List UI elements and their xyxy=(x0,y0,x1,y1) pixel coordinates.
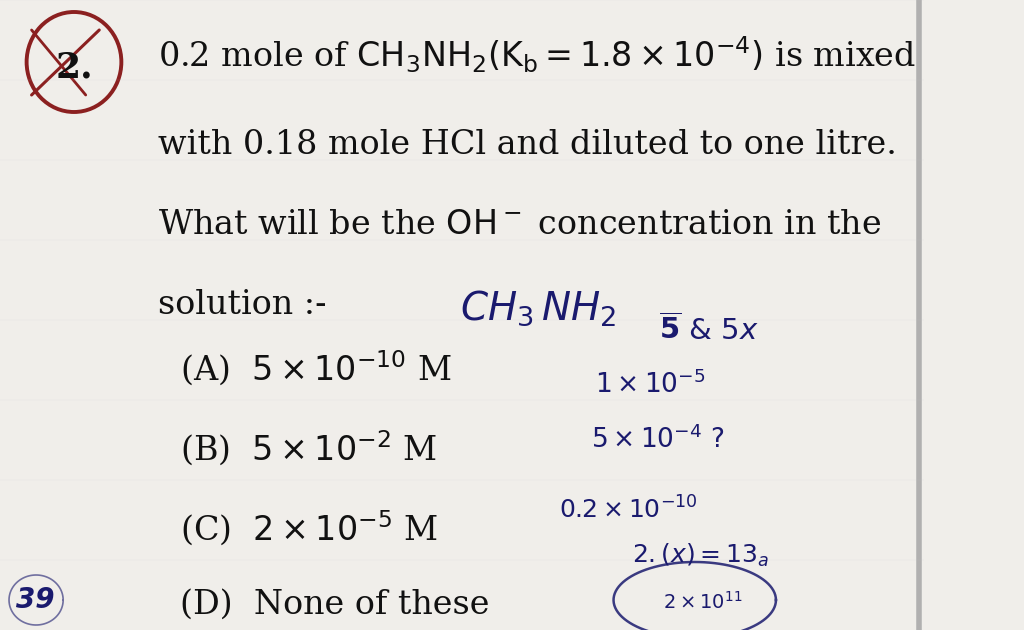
Text: 0.2 mole of $\mathrm{CH_3NH_2(K_b = 1.8 \times 10^{-4})}$ is mixed: 0.2 mole of $\mathrm{CH_3NH_2(K_b = 1.8 … xyxy=(158,35,915,75)
Text: (D)  None of these: (D) None of these xyxy=(180,589,489,621)
Text: (C)  $2 \times 10^{-5}$ M: (C) $2 \times 10^{-5}$ M xyxy=(180,508,438,547)
Text: (B)  $5 \times 10^{-2}$ M: (B) $5 \times 10^{-2}$ M xyxy=(180,428,437,467)
Text: solution :-: solution :- xyxy=(158,289,327,321)
Text: $2.(x)=13_a$: $2.(x)=13_a$ xyxy=(632,541,769,569)
Text: $\mathbf{\overline{5}}$ & $5\mathit{x}$: $\mathbf{\overline{5}}$ & $5\mathit{x}$ xyxy=(658,314,758,346)
Text: with 0.18 mole HCl and diluted to one litre.: with 0.18 mole HCl and diluted to one li… xyxy=(158,129,897,161)
Text: $0.2\times10^{-10}$: $0.2\times10^{-10}$ xyxy=(559,496,698,524)
Text: (A)  $5 \times 10^{-10}$ M: (A) $5 \times 10^{-10}$ M xyxy=(180,348,453,387)
Text: $\it{CH_3\,NH_2}$: $\it{CH_3\,NH_2}$ xyxy=(460,288,616,328)
Text: $5\times10^{-4}$ ?: $5\times10^{-4}$ ? xyxy=(591,426,724,454)
Text: $2\times10^{11}$: $2\times10^{11}$ xyxy=(664,591,742,613)
Text: What will be the $\mathrm{OH^-}$ concentration in the: What will be the $\mathrm{OH^-}$ concent… xyxy=(158,209,882,241)
Text: 2.: 2. xyxy=(55,51,93,85)
Text: 39: 39 xyxy=(16,586,54,614)
Text: $1\times10^{-5}$: $1\times10^{-5}$ xyxy=(596,370,707,399)
